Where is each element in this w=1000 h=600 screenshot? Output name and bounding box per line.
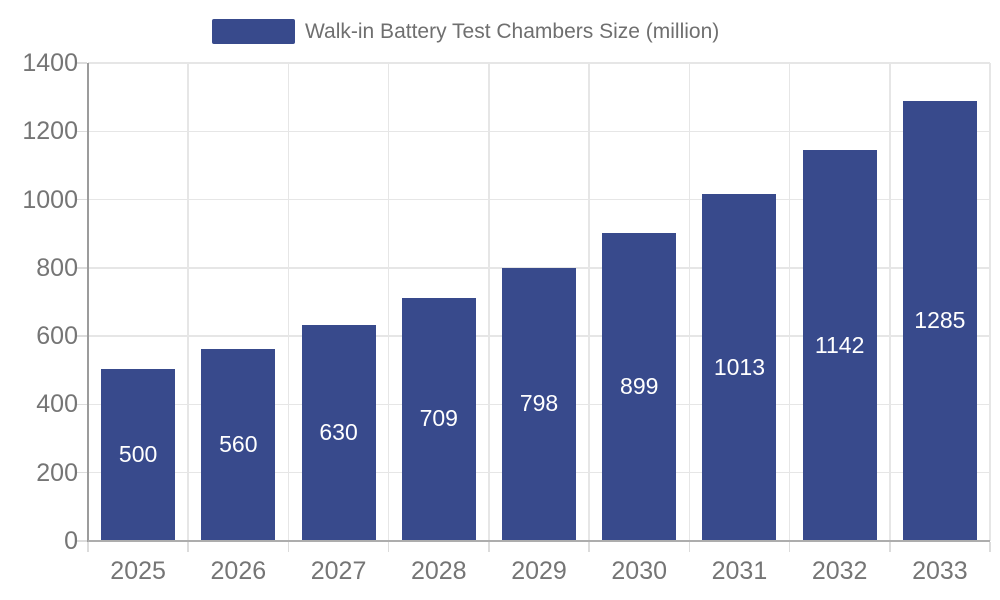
- y-axis-tick-label: 400: [36, 390, 78, 419]
- bar-2025[interactable]: 500: [101, 369, 176, 540]
- y-tick-mark: [77, 403, 87, 406]
- bar-2027[interactable]: 630: [301, 324, 376, 540]
- x-gridline: [889, 63, 891, 541]
- y-axis-tick-label: 1000: [22, 185, 78, 214]
- y-axis-tick-label: 1200: [22, 117, 78, 146]
- bar-value-label: 798: [519, 390, 559, 417]
- y-tick-mark: [77, 471, 87, 474]
- x-tick-mark: [989, 542, 991, 552]
- x-axis-tick-label: 2030: [611, 557, 668, 585]
- x-axis-tick-label: 2028: [410, 557, 467, 585]
- x-tick-mark: [488, 542, 490, 552]
- bar-2031[interactable]: 1013: [702, 194, 777, 540]
- bar-2028[interactable]: 709: [401, 297, 476, 540]
- x-tick-mark: [889, 542, 891, 552]
- x-axis-tick-label: 2025: [110, 557, 166, 585]
- x-gridline: [387, 63, 390, 541]
- bar-value-label: 1285: [914, 307, 966, 334]
- x-axis-tick-label: 2026: [210, 557, 267, 585]
- bar-2033[interactable]: 1285: [902, 101, 977, 540]
- x-gridline: [187, 63, 189, 541]
- legend-swatch: [212, 19, 295, 44]
- y-gridline: [88, 198, 990, 201]
- y-gridline: [88, 130, 990, 133]
- x-gridline: [788, 63, 791, 541]
- chart-legend[interactable]: Walk-in Battery Test Chambers Size (mill…: [212, 19, 719, 44]
- x-tick-mark: [287, 542, 290, 552]
- x-tick-mark: [788, 542, 791, 552]
- bar-value-label: 709: [419, 405, 458, 432]
- bar-value-label: 1013: [713, 353, 766, 380]
- y-tick-mark: [77, 335, 87, 337]
- y-tick-mark: [77, 130, 87, 133]
- y-gridline: [88, 62, 990, 64]
- x-gridline: [989, 63, 991, 541]
- y-tick-mark: [77, 62, 87, 64]
- bar-value-label: 630: [319, 418, 358, 445]
- x-axis-tick-label: 2033: [912, 557, 968, 585]
- bar-value-label: 899: [620, 373, 659, 400]
- y-tick-mark: [77, 540, 87, 542]
- bar-2026[interactable]: 560: [201, 348, 276, 540]
- x-axis-tick-label: 2029: [511, 557, 567, 585]
- y-axis-tick-label: 800: [36, 253, 78, 282]
- x-gridline: [688, 63, 691, 541]
- x-axis-tick-label: 2032: [811, 557, 868, 585]
- x-axis-tick-label: 2027: [310, 557, 367, 585]
- y-axis-line: [87, 63, 89, 551]
- bar-2032[interactable]: 1142: [802, 150, 877, 540]
- x-tick-mark: [187, 542, 189, 552]
- x-tick-mark: [588, 542, 590, 552]
- bar-value-label: 1142: [814, 331, 865, 358]
- x-tick-mark: [688, 542, 691, 552]
- bar-2029[interactable]: 798: [502, 267, 576, 540]
- y-axis-tick-label: 600: [36, 322, 78, 351]
- legend-label: Walk-in Battery Test Chambers Size (mill…: [305, 19, 720, 43]
- x-axis-line: [88, 540, 990, 542]
- x-gridline: [488, 63, 490, 541]
- x-gridline: [287, 63, 290, 541]
- y-tick-mark: [77, 267, 87, 269]
- x-tick-mark: [387, 542, 390, 552]
- x-gridline: [588, 63, 590, 541]
- plot-area: 500 560 630 709 798 899 1013 1142 1285: [77, 62, 991, 552]
- bar-value-label: 500: [118, 441, 158, 468]
- bar-2030[interactable]: 899: [602, 233, 677, 540]
- y-axis-tick-label: 0: [64, 527, 78, 555]
- y-axis-tick-label: 200: [36, 458, 78, 487]
- y-axis-tick-label: 1400: [22, 49, 78, 77]
- y-tick-mark: [77, 198, 87, 201]
- bar-value-label: 560: [219, 430, 258, 457]
- x-axis-tick-label: 2031: [711, 557, 768, 585]
- x-tick-mark: [87, 542, 89, 552]
